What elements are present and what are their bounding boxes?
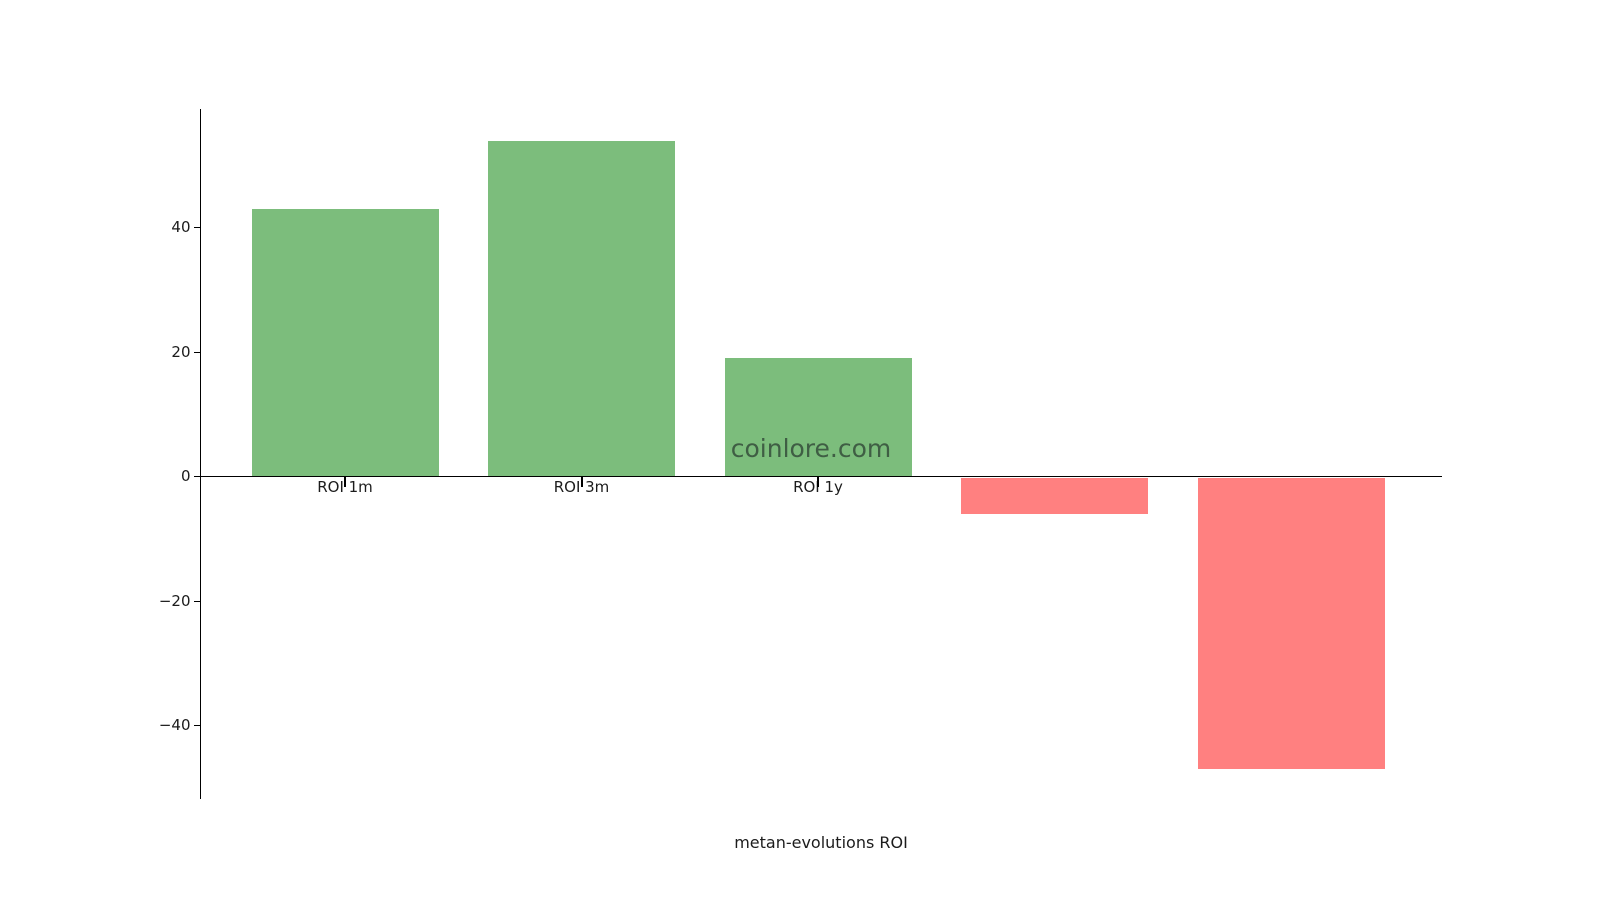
x-tick-mark xyxy=(817,477,819,488)
y-tick-label: 0 xyxy=(180,467,191,486)
bar-negative-4 xyxy=(961,477,1148,515)
bar-roi-3m xyxy=(488,140,675,477)
y-tick-mark xyxy=(193,725,200,727)
x-tick-mark xyxy=(344,477,346,488)
bar-roi-1m xyxy=(251,209,439,477)
y-tick-label: −20 xyxy=(158,591,191,610)
chart-title: metan-evolutions ROI xyxy=(734,833,908,852)
x-tick-mark xyxy=(580,477,583,488)
y-tick-label: 20 xyxy=(171,342,191,361)
bar-roi-1y xyxy=(724,358,912,477)
y-tick-mark xyxy=(193,600,200,602)
x-axis-zero-line xyxy=(199,476,1442,477)
y-tick-mark xyxy=(193,351,200,353)
y-tick-label: −40 xyxy=(158,716,191,735)
y-axis-spine xyxy=(199,109,201,799)
y-tick-label: 40 xyxy=(171,218,191,237)
y-tick-mark xyxy=(193,227,200,229)
y-tick-mark xyxy=(193,476,200,478)
bar-negative-5 xyxy=(1197,477,1385,770)
watermark-text: coinlore.com xyxy=(730,434,892,463)
